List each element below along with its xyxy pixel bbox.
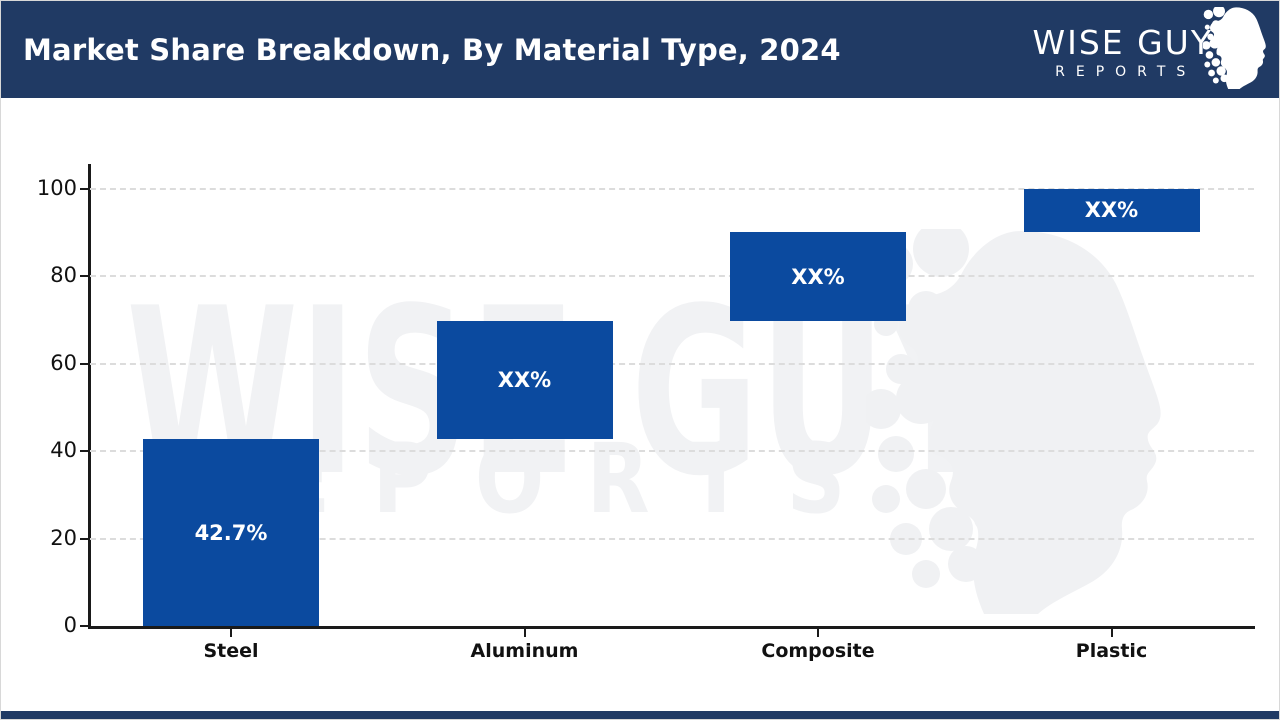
bar-composite <box>730 232 906 322</box>
bar-value-label-steel: 42.7% <box>194 520 268 545</box>
y-tick-0 <box>80 625 89 627</box>
bar-value-label-plastic: XX% <box>1084 198 1139 223</box>
x-tick-composite <box>817 628 819 637</box>
y-tick-20 <box>80 537 89 540</box>
header-bar: Market Share Breakdown, By Material Type… <box>1 1 1279 98</box>
bar-value-label-aluminum: XX% <box>497 368 552 393</box>
bar-aluminum <box>436 321 613 440</box>
y-tick-label-100: 100 <box>36 175 77 200</box>
bar-value-label-composite: XX% <box>791 264 845 289</box>
gridline-80 <box>90 275 1254 277</box>
y-tick-label-40: 40 <box>50 438 77 462</box>
logo-wiseguy-label: WISE GUY <box>1032 22 1213 62</box>
x-axis-line <box>88 626 1255 629</box>
y-tick-100 <box>80 187 89 190</box>
x-tick-label-aluminum: Aluminum <box>470 640 579 662</box>
y-tick-60 <box>80 362 89 365</box>
wise-guy-reports-logo: WISE GUY REPORTS <box>1032 7 1267 89</box>
y-axis-line <box>88 164 91 629</box>
gridline-40 <box>90 450 1254 452</box>
x-tick-plastic <box>1110 628 1113 637</box>
logo-head-icon <box>1203 7 1266 89</box>
x-tick-label-steel: Steel <box>203 640 259 662</box>
gridline-100 <box>90 187 1254 190</box>
y-tick-80 <box>80 275 89 277</box>
chart-title: Market Share Breakdown, By Material Type… <box>23 32 841 67</box>
gridline-20 <box>90 537 1254 540</box>
watermark-head-silhouette <box>866 229 1161 614</box>
y-tick-40 <box>80 450 89 452</box>
x-tick-label-composite: Composite <box>761 640 875 662</box>
bar-steel <box>143 439 319 626</box>
x-tick-steel <box>230 628 232 637</box>
bar-plastic <box>1023 188 1200 233</box>
y-tick-label-80: 80 <box>50 263 77 287</box>
x-tick-aluminum <box>523 628 526 637</box>
gridline-60 <box>90 362 1254 365</box>
x-tick-label-plastic: Plastic <box>1075 640 1148 662</box>
logo-reports-label: REPORTS <box>1055 63 1197 80</box>
y-tick-label-0: 0 <box>63 613 77 637</box>
footer-bar <box>1 711 1279 719</box>
y-tick-label-20: 20 <box>50 525 77 550</box>
logo-text: WISE GUY REPORTS <box>1032 23 1213 80</box>
y-tick-label-60: 60 <box>50 350 77 375</box>
